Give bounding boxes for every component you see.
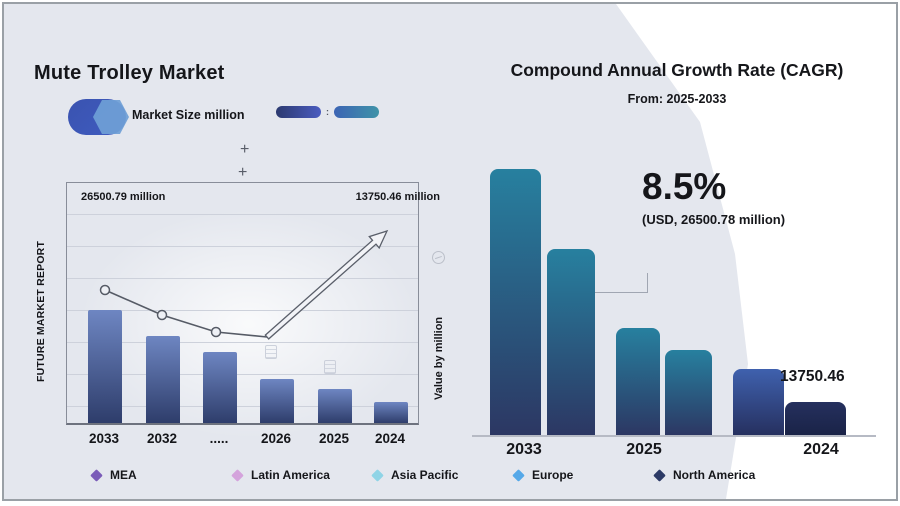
trend-marker — [99, 284, 111, 296]
legend-diamond-icon — [90, 468, 103, 482]
market-bar-2033 — [88, 310, 122, 423]
cagr-detail: (USD, 26500.78 million) — [642, 212, 786, 227]
legend-diamond-icon — [231, 468, 244, 482]
minus-dash — [434, 255, 443, 260]
brand-logo-icon — [68, 98, 132, 136]
cagr-title: Compound Annual Growth Rate (CAGR) — [510, 60, 844, 80]
right-y-axis-label: Value by million — [433, 316, 445, 400]
market-size-label: Market Size million — [132, 108, 245, 122]
legend-item-asia-pacific: Asia Pacific — [371, 468, 459, 482]
cagr-bar-2025-1 — [616, 328, 660, 435]
left-y-axis-label: FUTURE MARKET REPORT — [35, 240, 47, 382]
cagr-x-tick-label: 2025 — [626, 441, 662, 458]
start-value-label: 26500.79 million — [81, 191, 166, 203]
x-tick-label: 2033 — [88, 431, 120, 446]
x-tick-label: 2026 — [260, 431, 292, 446]
legend-item-europe: Europe — [512, 468, 574, 482]
pill-separator: : — [326, 107, 329, 117]
cagr-bar-2033-2 — [547, 249, 595, 435]
trend-line — [104, 289, 268, 338]
x-tick-label: 2032 — [146, 431, 178, 446]
trend-arrow-icon — [264, 229, 389, 340]
legend-label: MEA — [110, 468, 137, 482]
plus-icon: + — [238, 164, 248, 181]
legend-item-north-america: North America — [653, 468, 756, 482]
legend-label: North America — [673, 468, 756, 482]
legend-item-latin-america: Latin America — [231, 468, 330, 482]
trend-marker — [210, 326, 222, 338]
cagr-bar-2033-1 — [490, 169, 541, 435]
ratio-pills: : — [276, 106, 379, 118]
value-annotation: 13750.46 — [780, 368, 845, 385]
region-legend: MEA Latin America Asia Pacific Europe North … — [4, 468, 896, 490]
chart-gridlines — [67, 183, 418, 423]
market-bar-..... — [203, 352, 237, 423]
market-size-chart: 26500.79 million 13750.46 million — [66, 182, 440, 425]
cagr-period: From: 2025-2033 — [627, 92, 727, 106]
cagr-x-tick-label: 2033 — [506, 441, 542, 458]
cagr-value: 8.5% — [642, 166, 727, 207]
page-title: Mute Trolley Market — [34, 62, 225, 84]
ratio-pill-left-icon — [276, 106, 321, 118]
clipboard-ghost-icon — [265, 345, 277, 359]
legend-diamond-icon — [371, 468, 384, 482]
cagr-bar-2024-2 — [785, 402, 846, 435]
market-bar-2024 — [374, 402, 408, 423]
plus-icon: + — [240, 141, 250, 158]
x-tick-label: 2024 — [374, 431, 406, 446]
legend-diamond-icon — [653, 468, 666, 482]
legend-diamond-icon — [512, 468, 525, 482]
legend-item-mea: MEA — [90, 468, 137, 482]
legend-label: Europe — [532, 468, 574, 482]
left-bars-layer — [67, 183, 418, 423]
end-value-label: 13750.46 million — [355, 191, 440, 203]
ratio-pill-right-icon — [334, 106, 379, 118]
legend-label: Latin America — [251, 468, 330, 482]
minus-circle-icon — [432, 251, 445, 264]
legend-label: Asia Pacific — [391, 468, 459, 482]
infographic-canvas: Mute Trolley Market Market Size million … — [4, 4, 896, 499]
cagr-bar-2025-2 — [665, 350, 712, 435]
step-line-icon — [592, 273, 648, 293]
x-tick-label: 2025 — [318, 431, 350, 446]
cagr-bar-2024-1 — [733, 369, 784, 435]
cagr-chart: 2033 2025 2024 13750.46 — [472, 164, 880, 458]
x-axis-line — [472, 435, 876, 437]
cagr-x-tick-label: 2024 — [803, 441, 839, 458]
market-bar-2026 — [260, 379, 294, 423]
market-bar-2032 — [146, 336, 180, 423]
trend-line-overlay — [99, 229, 389, 340]
trend-marker — [156, 309, 168, 321]
market-bar-2025 — [318, 389, 352, 423]
x-tick-label: ..... — [209, 431, 229, 446]
clipboard-ghost-icon — [324, 360, 336, 374]
